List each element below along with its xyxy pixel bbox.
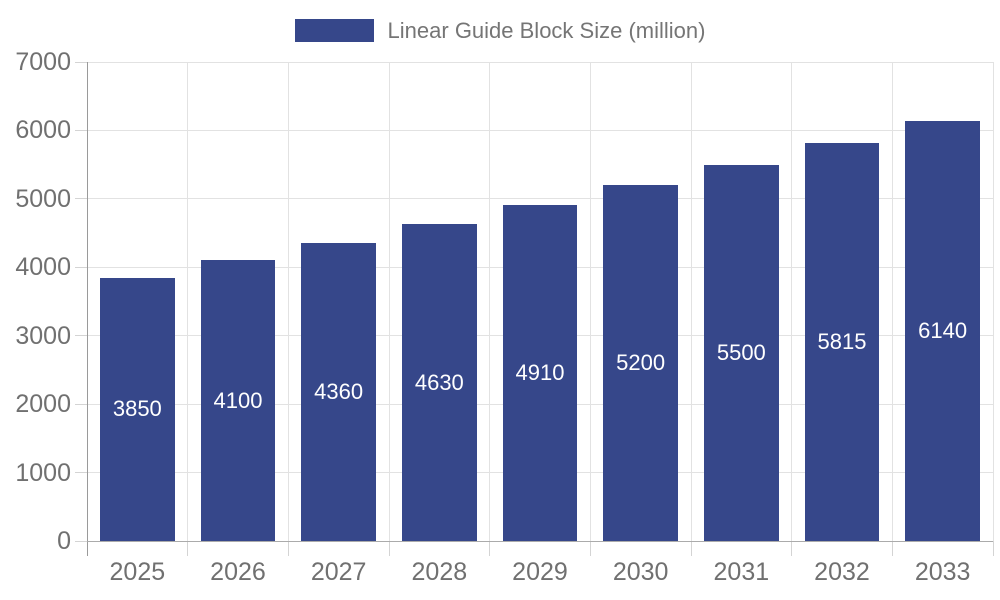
x-axis-label-2026: 2026 xyxy=(210,558,266,586)
x-axis-tick xyxy=(388,541,390,556)
bar-2027[interactable]: 4360 xyxy=(301,242,376,541)
y-axis-label: 2000 xyxy=(15,390,71,419)
x-axis-tick xyxy=(589,541,591,556)
grid-line-vertical xyxy=(388,62,390,541)
y-axis-label: 4000 xyxy=(15,253,71,282)
grid-line-horizontal xyxy=(88,61,993,63)
x-axis-tick xyxy=(791,541,793,556)
y-axis-tick xyxy=(75,198,87,200)
x-axis-tick xyxy=(287,541,289,556)
legend-swatch xyxy=(294,19,374,42)
x-axis-tick xyxy=(891,541,893,556)
x-axis-label-2032: 2032 xyxy=(814,558,870,586)
bar-2029[interactable]: 4910 xyxy=(502,205,578,541)
grid-line-horizontal xyxy=(88,198,993,200)
legend-label: Linear Guide Block Size (million) xyxy=(387,17,706,43)
x-axis-label-2030: 2030 xyxy=(612,558,669,586)
bar-value-label: 3850 xyxy=(112,396,162,422)
grid-line-vertical xyxy=(992,62,994,541)
x-axis-tick xyxy=(690,541,692,556)
grid-line-vertical xyxy=(187,62,189,541)
bar-2030[interactable]: 5200 xyxy=(603,185,678,541)
y-axis-label: 3000 xyxy=(15,321,71,350)
y-axis-tick xyxy=(75,472,87,474)
bar-2026[interactable]: 4100 xyxy=(200,260,276,541)
y-axis-tick xyxy=(75,129,87,131)
y-axis-label: 1000 xyxy=(15,458,71,487)
y-axis-label: 5000 xyxy=(15,184,71,213)
bar-2028[interactable]: 4630 xyxy=(402,224,477,541)
bar-value-label: 5500 xyxy=(716,339,766,365)
y-axis-tick xyxy=(75,61,87,63)
bar-2031[interactable]: 5500 xyxy=(704,164,779,541)
x-axis-label-2029: 2029 xyxy=(512,558,568,586)
grid-line-vertical xyxy=(589,62,591,541)
y-axis-label: 6000 xyxy=(15,116,71,145)
grid-line-vertical xyxy=(489,62,491,541)
x-axis-label-2027: 2027 xyxy=(310,558,367,586)
bar-2033[interactable]: 6140 xyxy=(905,120,980,541)
y-axis-label: 0 xyxy=(57,527,71,555)
bar-2025[interactable]: 3850 xyxy=(100,277,175,541)
x-axis-label-2033: 2033 xyxy=(914,558,971,586)
y-axis-label: 7000 xyxy=(15,48,71,76)
bar-value-label: 5815 xyxy=(817,329,867,355)
grid-line-horizontal xyxy=(88,129,993,131)
x-axis-tick xyxy=(992,541,994,556)
bar-value-label: 6140 xyxy=(918,317,968,343)
x-axis-line xyxy=(87,540,993,542)
x-axis-label-2028: 2028 xyxy=(411,558,468,586)
grid-line-vertical xyxy=(791,62,793,541)
y-axis-line xyxy=(86,62,88,556)
bar-value-label: 4910 xyxy=(515,360,565,385)
bar-2032[interactable]: 5815 xyxy=(804,143,880,541)
y-axis-tick xyxy=(75,266,87,268)
bar-value-label: 5200 xyxy=(616,350,666,376)
bar-value-label: 4360 xyxy=(314,378,364,404)
y-axis-tick xyxy=(75,335,87,337)
grid-line-vertical xyxy=(690,62,692,541)
grid-line-vertical xyxy=(287,62,289,541)
x-axis-tick xyxy=(489,541,491,556)
legend[interactable]: Linear Guide Block Size (million) xyxy=(0,17,1000,43)
y-axis-tick xyxy=(75,403,87,405)
x-axis-label-2031: 2031 xyxy=(713,558,770,586)
bar-value-label: 4100 xyxy=(213,387,263,413)
grid-line-vertical xyxy=(891,62,893,541)
y-axis-tick xyxy=(75,540,87,542)
bar-value-label: 4630 xyxy=(414,369,464,395)
x-axis-label-2025: 2025 xyxy=(109,558,166,586)
x-axis-tick xyxy=(187,541,189,556)
